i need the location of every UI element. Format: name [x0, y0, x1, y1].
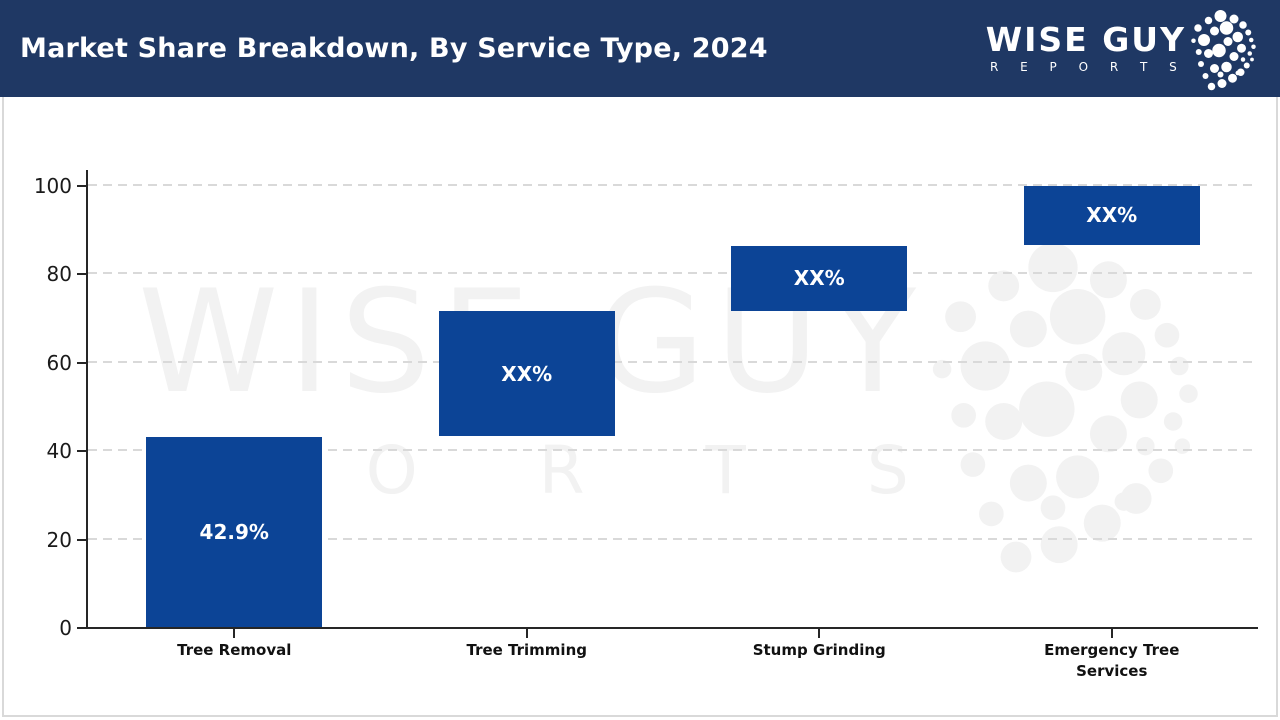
y-tick-label: 20	[46, 527, 72, 552]
x-category-label: Stump Grinding	[752, 641, 886, 659]
brand-subname: R E P O R T S	[989, 60, 1186, 74]
y-tick-label: 0	[59, 616, 72, 640]
x-tick-mark	[1110, 629, 1113, 638]
gridline	[88, 537, 1258, 540]
bar: XX%	[1023, 185, 1200, 246]
x-tick-mark	[818, 629, 821, 638]
y-tick-label: 60	[46, 350, 72, 375]
bar: XX%	[731, 245, 908, 311]
bar-value-label: XX%	[1086, 203, 1138, 228]
y-tick-mark	[77, 627, 86, 629]
brand-logo: WISE GUY R E P O R T S	[986, 7, 1260, 91]
y-axis-line	[86, 170, 88, 629]
y-tick-mark	[77, 185, 86, 187]
bar-value-label: XX%	[501, 361, 553, 386]
bar-value-label: 42.9%	[199, 520, 269, 545]
x-category-label: Tree Removal	[177, 641, 292, 659]
gridline	[88, 449, 1258, 452]
y-tick-mark	[77, 361, 86, 364]
brand-name: WISE GUY	[985, 20, 1186, 59]
page-title: Market Share Breakdown, By Service Type,…	[20, 33, 768, 64]
x-tick-mark	[233, 629, 236, 638]
y-tick-mark	[77, 538, 86, 541]
watermark-text-2: P O R T S	[205, 432, 959, 509]
gridline	[88, 184, 1258, 186]
y-tick-mark	[77, 450, 86, 453]
brand-logo-text: WISE GUY R E P O R T S	[986, 23, 1186, 74]
header-bar: Market Share Breakdown, By Service Type,…	[0, 0, 1280, 97]
x-tick-mark	[525, 629, 528, 638]
bar: XX%	[438, 311, 615, 437]
y-tick-label: 80	[46, 262, 72, 287]
dotted-head-icon	[1191, 9, 1256, 90]
x-category-label: Emergency Tree Services	[1044, 641, 1180, 680]
gridline	[88, 360, 1258, 363]
y-tick-label: 100	[33, 174, 72, 198]
y-tick-mark	[77, 273, 86, 276]
gridline	[88, 272, 1258, 275]
bar: 42.9%	[146, 437, 323, 627]
bar-value-label: XX%	[793, 266, 845, 291]
x-category-label: Tree Trimming	[466, 641, 588, 659]
y-tick-label: 40	[46, 439, 72, 464]
x-axis-line	[86, 627, 1258, 629]
